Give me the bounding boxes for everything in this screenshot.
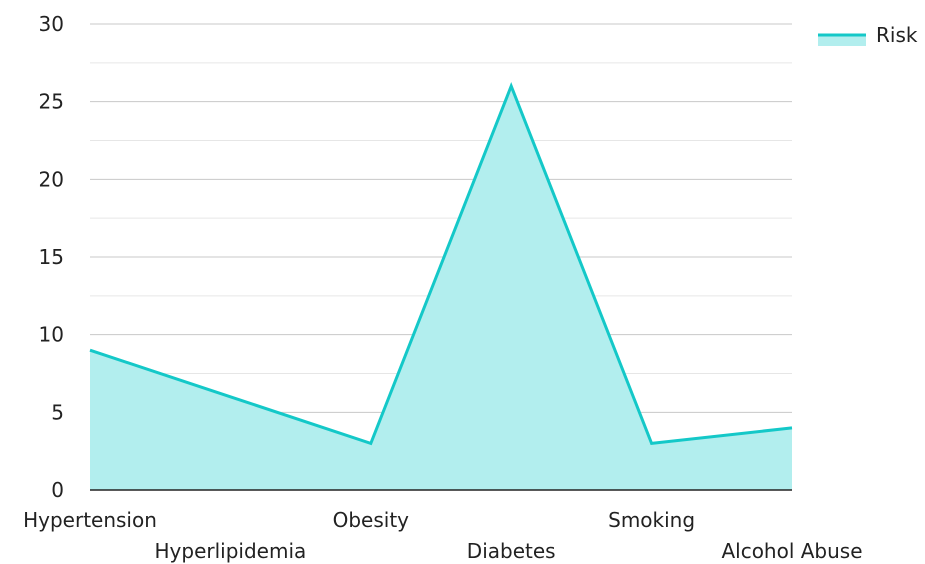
series-risk <box>89 82 793 490</box>
x-tick-label: Smoking <box>608 508 695 532</box>
x-tick-label: Obesity <box>333 508 410 532</box>
series-risk-area <box>90 86 792 490</box>
y-tick-label: 5 <box>51 400 64 424</box>
y-tick-label: 0 <box>51 478 64 502</box>
y-tick-label: 25 <box>39 90 64 114</box>
y-axis: 0 5 10 15 20 25 30 <box>39 12 64 502</box>
x-tick-label: Hypertension <box>23 508 157 532</box>
grid-lines <box>90 23 792 452</box>
legend: Risk <box>818 23 918 47</box>
y-tick-label: 20 <box>39 167 64 191</box>
x-axis: Hypertension Hyperlipidemia Obesity Diabete… <box>23 508 862 563</box>
legend-label-risk: Risk <box>876 23 918 47</box>
x-tick-label: Diabetes <box>467 539 556 563</box>
y-tick-label: 10 <box>39 323 64 347</box>
legend-swatch <box>818 34 866 46</box>
y-tick-label: 30 <box>39 12 64 36</box>
x-tick-label: Alcohol Abuse <box>721 539 862 563</box>
y-tick-label: 15 <box>39 245 64 269</box>
x-tick-label: Hyperlipidemia <box>155 539 307 563</box>
series-risk-line <box>89 82 793 446</box>
